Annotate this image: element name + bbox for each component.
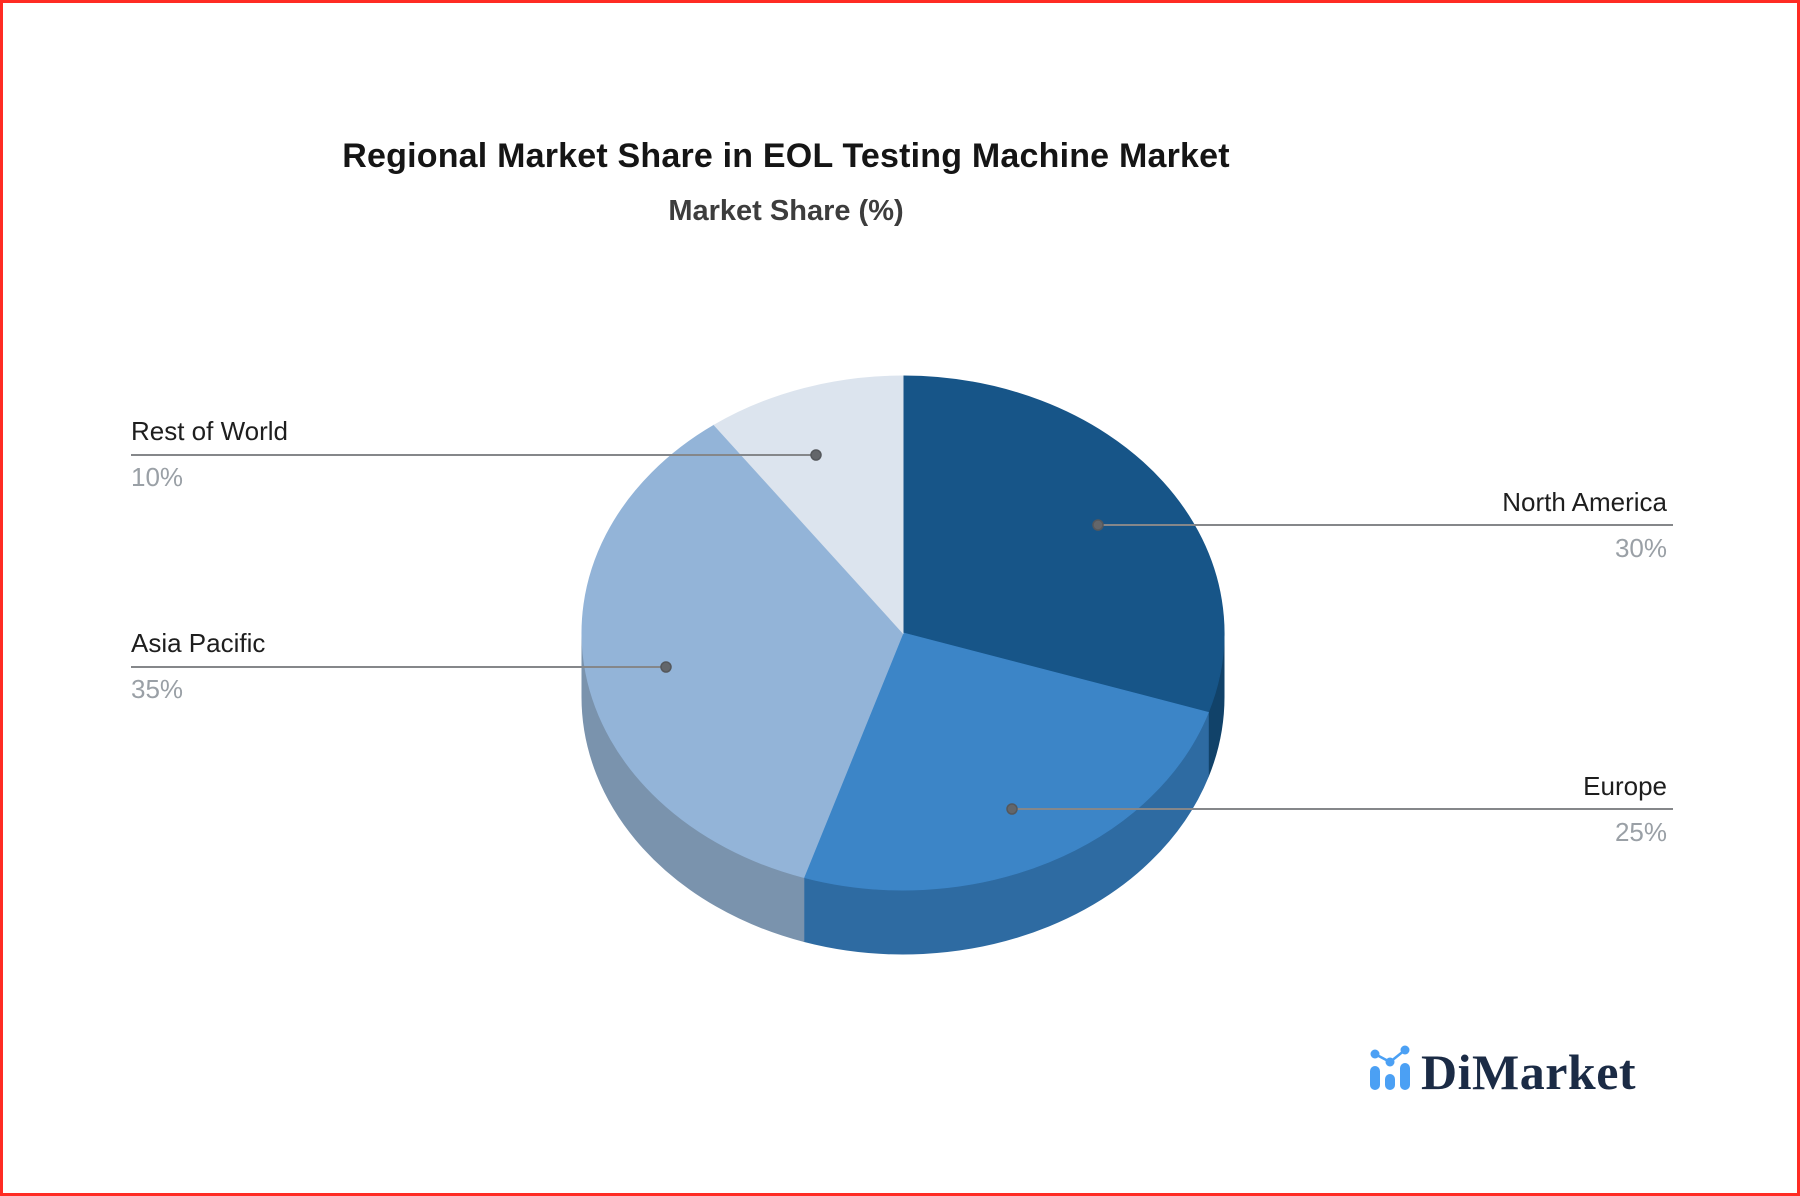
- dimarket-logo: DiMarket: [1363, 1041, 1683, 1101]
- pie-slice-north-america[interactable]: [902, 375, 1225, 714]
- slice-value: 35%: [131, 674, 184, 704]
- chart-title: Regional Market Share in EOL Testing Mac…: [342, 137, 1230, 175]
- logo-wordmark: DiMarket: [1421, 1044, 1637, 1100]
- slice-value: 10%: [131, 462, 184, 492]
- slice-label: Asia Pacific: [131, 628, 266, 658]
- bar-line-chart-icon: [1370, 1045, 1410, 1090]
- callout-asia-pacific: Asia Pacific 35%: [131, 626, 265, 706]
- callout-europe: Europe 25%: [1583, 769, 1667, 849]
- slice-label: North America: [1502, 487, 1667, 517]
- leader-dot-asia-pacific: [660, 661, 672, 673]
- pie-slice-asia-pacific[interactable]: [581, 424, 904, 879]
- pie-slice-rest-of-world[interactable]: [713, 375, 904, 635]
- callout-north-america: North America 30%: [1502, 485, 1667, 565]
- callout-rest-of-world: Rest of World 10%: [131, 414, 288, 494]
- leader-dot-europe: [1006, 803, 1018, 815]
- leader-dot-north-america: [1092, 519, 1104, 531]
- pie-chart: [131, 375, 1673, 955]
- slice-value: 25%: [1614, 817, 1667, 847]
- chart-subtitle: Market Share (%): [668, 195, 904, 227]
- slice-value: 30%: [1614, 533, 1667, 563]
- slice-label: Rest of World: [131, 416, 289, 446]
- pie-slice-europe[interactable]: [803, 632, 1209, 891]
- leader-dot-rest-of-world: [810, 449, 822, 461]
- slice-label: Europe: [1583, 771, 1667, 801]
